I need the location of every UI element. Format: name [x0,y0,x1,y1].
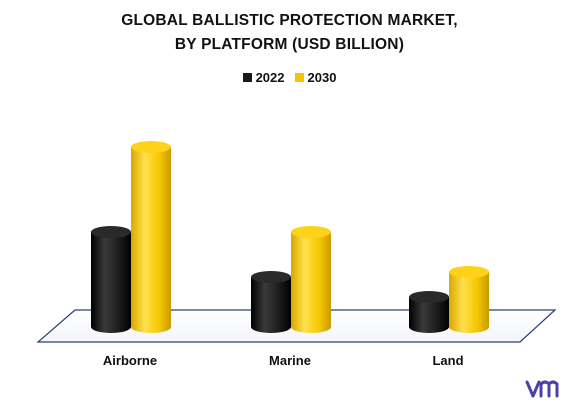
bar-cap [251,271,291,283]
legend-label-2022: 2022 [255,70,285,85]
x-tick-label-airborne: Airborne [103,353,157,368]
legend-item-2030: 2030 [294,70,337,85]
bar-cap [409,291,449,303]
bar-land-2030 [449,266,489,333]
bar-body [291,232,331,333]
bar-land-2022 [409,291,449,333]
bar-cap [291,226,331,238]
bar-cap [131,141,171,153]
bar-body [131,147,171,333]
x-tick-label-marine: Marine [269,353,311,368]
chart-title-line1: GLOBAL BALLISTIC PROTECTION MARKET, [121,12,458,29]
legend-label-2030: 2030 [307,70,337,85]
bar-cap [91,226,131,238]
bar-body [409,297,449,333]
brand-logo [525,380,559,398]
x-axis-labels: Airborne Marine Land [103,353,464,368]
legend-item-2022: 2022 [242,70,285,85]
legend-swatch-2030 [294,73,304,82]
x-tick-label-land: Land [432,353,463,368]
chart-title-line2: BY PLATFORM (USD BILLION) [174,36,405,53]
bar-cap [449,266,489,278]
bar-airborne-2022 [91,226,131,333]
bar-marine-2030 [291,226,331,333]
bar-airborne-2030 [131,141,171,333]
bar-marine-2022 [251,271,291,333]
bar-body [91,232,131,333]
legend-swatch-2022 [242,73,252,82]
bar-body [449,272,489,333]
chart-legend: 2022 2030 [0,70,579,85]
bar-body [251,277,291,333]
bars-group [91,141,489,333]
